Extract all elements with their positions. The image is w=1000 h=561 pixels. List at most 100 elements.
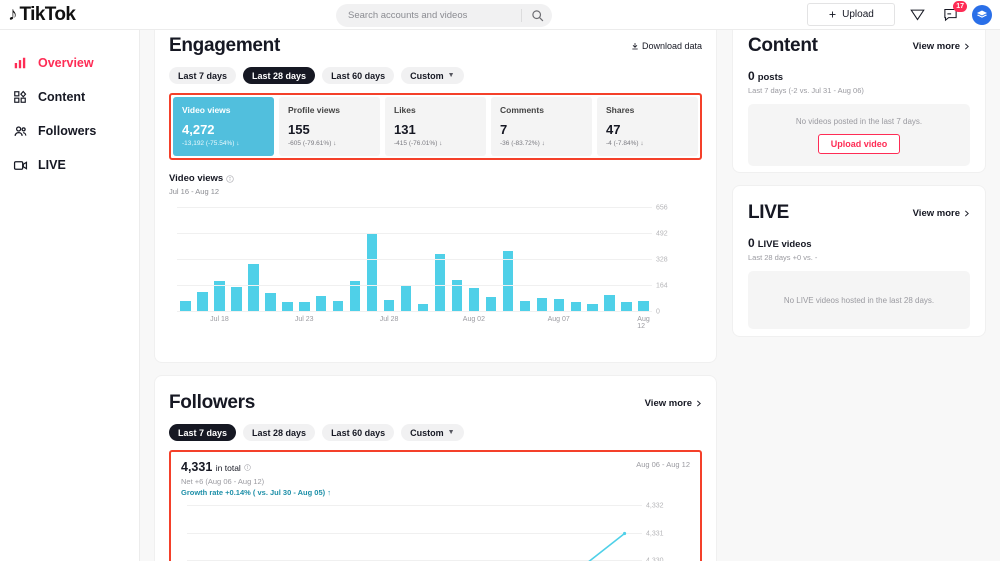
- x-axis-tick: Jul 18: [210, 316, 229, 323]
- bar-column[interactable]: [177, 208, 194, 312]
- metric-label: Shares: [606, 105, 635, 115]
- chevron-right-icon: [697, 400, 701, 406]
- bar: [502, 250, 514, 312]
- followers-date-pill-custom[interactable]: Custom ▼: [401, 424, 464, 441]
- sidebar-item-overview[interactable]: Overview: [0, 46, 139, 80]
- metric-card-profile-views[interactable]: Profile views 155 -605 (-79.61%) ↓: [279, 97, 380, 156]
- upload-button[interactable]: Upload: [807, 3, 895, 26]
- gridline: [177, 285, 652, 286]
- download-data-link[interactable]: Download data: [631, 41, 702, 51]
- bar: [332, 300, 344, 312]
- live-view-more-link[interactable]: View more: [913, 208, 970, 219]
- y-axis-tick: 0: [656, 308, 660, 316]
- bar-column[interactable]: [347, 208, 364, 312]
- bar-column[interactable]: [584, 208, 601, 312]
- followers-date-pill-last-60-days[interactable]: Last 60 days: [322, 424, 395, 441]
- metric-card-likes[interactable]: Likes 131 -415 (-76.01%) ↓: [385, 97, 486, 156]
- search-bar[interactable]: [336, 4, 552, 27]
- music-note-icon: ♪: [8, 4, 18, 25]
- bar: [248, 263, 259, 312]
- left-sidebar: Overview Content Followers: [0, 30, 140, 561]
- followers-date-pill-last-7-days[interactable]: Last 7 days: [169, 424, 237, 441]
- line-data-point[interactable]: [623, 531, 627, 536]
- bar-column[interactable]: [279, 208, 296, 312]
- metric-card-shares[interactable]: Shares 47 -4 (-7.84%) ↓: [597, 97, 698, 156]
- bar-column[interactable]: [398, 208, 415, 312]
- metric-card-video-views[interactable]: Video views 4,272 -13,192 (-75.54%) ↓: [173, 97, 274, 156]
- layers-avatar-icon: [977, 10, 987, 18]
- bar: [468, 288, 480, 312]
- bar-column[interactable]: [618, 208, 635, 312]
- bar-column[interactable]: [245, 208, 262, 312]
- metric-delta: -605 (-79.61%) ↓: [288, 140, 337, 147]
- content-view-more-link[interactable]: View more: [913, 41, 970, 52]
- bar-column[interactable]: [601, 208, 618, 312]
- bar-column[interactable]: [533, 208, 550, 312]
- bar-column[interactable]: [262, 208, 279, 312]
- tiktok-logo[interactable]: ♪ TikTok: [8, 4, 148, 26]
- live-video-count: 0 LIVE videos: [748, 236, 812, 250]
- video-icon: [12, 158, 28, 173]
- live-panel-title: LIVE: [748, 202, 790, 223]
- download-icon: [632, 43, 638, 50]
- metric-card-comments[interactable]: Comments 7 -36 (-83.72%) ↓: [491, 97, 592, 156]
- content-panel-subtitle: Last 7 days (-2 vs. Jul 31 - Aug 06): [748, 86, 864, 95]
- chevron-right-icon: [965, 43, 969, 49]
- bar: [417, 303, 429, 312]
- bar-column[interactable]: [211, 208, 228, 312]
- metric-label: Comments: [500, 105, 544, 115]
- bar-column[interactable]: [330, 208, 347, 312]
- gridline: [177, 233, 652, 234]
- bar-column[interactable]: [635, 208, 652, 312]
- bar-column[interactable]: [499, 208, 516, 312]
- bar-chart-plot-area: [177, 207, 652, 312]
- page-title: Engagement: [169, 35, 281, 56]
- bar-column[interactable]: [550, 208, 567, 312]
- bar-column[interactable]: [432, 208, 449, 312]
- send-message-button[interactable]: [906, 4, 928, 26]
- bar: [231, 287, 242, 312]
- metric-delta: -13,192 (-75.54%) ↓: [182, 140, 240, 147]
- live-panel-header: LIVE View more: [748, 186, 970, 224]
- bar-column[interactable]: [381, 208, 398, 312]
- sidebar-item-content[interactable]: Content: [0, 80, 139, 114]
- upload-video-button[interactable]: Upload video: [817, 133, 901, 154]
- bar: [400, 284, 412, 312]
- sidebar-item-label: Content: [38, 90, 86, 104]
- bar-column[interactable]: [364, 208, 381, 312]
- date-pill-last-60-days[interactable]: Last 60 days: [322, 67, 395, 84]
- inbox-button[interactable]: 17: [939, 0, 967, 26]
- bar-column[interactable]: [228, 208, 245, 312]
- bar: [638, 300, 649, 312]
- sidebar-item-followers[interactable]: Followers: [0, 114, 139, 148]
- date-pill-custom[interactable]: Custom ▼: [401, 67, 464, 84]
- info-icon[interactable]: [226, 174, 234, 183]
- bar-column[interactable]: [516, 208, 533, 312]
- date-pill-last-7-days[interactable]: Last 7 days: [169, 67, 237, 84]
- bar-column[interactable]: [567, 208, 584, 312]
- search-button[interactable]: [522, 4, 552, 27]
- y-axis-tick: 164: [656, 282, 668, 290]
- bar-column[interactable]: [313, 208, 330, 312]
- search-input[interactable]: [336, 10, 521, 21]
- bar-column[interactable]: [482, 208, 499, 312]
- date-pill-last-28-days[interactable]: Last 28 days: [243, 67, 316, 84]
- followers-view-more-link[interactable]: View more: [645, 398, 702, 409]
- bar-column[interactable]: [449, 208, 466, 312]
- followers-date-pill-last-28-days[interactable]: Last 28 days: [243, 424, 316, 441]
- sidebar-item-live[interactable]: LIVE: [0, 148, 139, 182]
- info-icon[interactable]: [244, 464, 252, 471]
- bar-series: [177, 208, 652, 312]
- bar: [214, 280, 225, 312]
- plus-icon: [829, 11, 836, 18]
- bar-column[interactable]: [296, 208, 313, 312]
- bar-column[interactable]: [415, 208, 432, 312]
- send-icon: [909, 9, 925, 21]
- metric-value: 131: [394, 122, 416, 137]
- bar: [282, 301, 293, 312]
- metric-value: 47: [606, 122, 621, 137]
- bar-column[interactable]: [465, 208, 482, 312]
- avatar[interactable]: [972, 4, 992, 25]
- bar-column[interactable]: [194, 208, 211, 312]
